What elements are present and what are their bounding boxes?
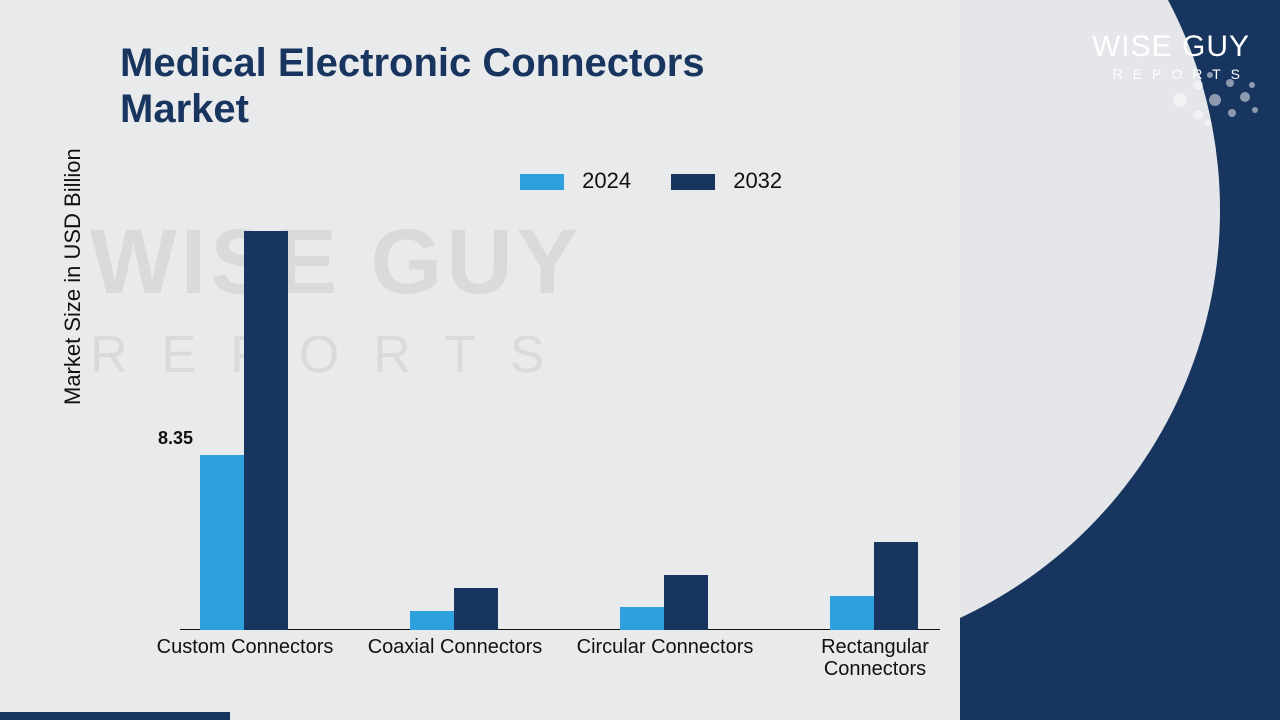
legend-swatch-2032: [671, 174, 715, 190]
bar-2024: [200, 455, 244, 630]
legend: 2024 2032: [520, 168, 782, 194]
legend-swatch-2024: [520, 174, 564, 190]
bar-2024: [410, 611, 454, 630]
bottom-accent-strip: [0, 712, 230, 720]
x-axis-label: Rectangular Connectors: [785, 630, 965, 680]
legend-label-2024: 2024: [582, 168, 631, 193]
chart-canvas: WISE GUY REPORTS Medical Electronic Conn…: [0, 0, 1280, 720]
x-axis-label: Circular Connectors: [575, 630, 755, 658]
x-axis-label: Coaxial Connectors: [365, 630, 545, 658]
legend-item-2024: 2024: [520, 168, 631, 194]
value-label: 8.35: [158, 428, 193, 449]
bar-2032: [454, 588, 498, 630]
y-axis-label: Market Size in USD Billion: [60, 148, 86, 405]
legend-item-2032: 2032: [671, 168, 782, 194]
x-axis-label: Custom Connectors: [155, 630, 335, 658]
bar-2032: [874, 542, 918, 630]
chart-title: Medical Electronic Connectors Market: [120, 40, 740, 132]
bar-2032: [244, 231, 288, 630]
logo-line1: WISE GUY: [1092, 30, 1250, 64]
bar-2032: [664, 575, 708, 630]
bar-2024: [830, 596, 874, 630]
bar-2024: [620, 607, 664, 630]
legend-label-2032: 2032: [733, 168, 782, 193]
plot-area: 8.35Custom ConnectorsCoaxial ConnectorsC…: [180, 210, 940, 630]
logo-head-icon: [1160, 65, 1270, 135]
